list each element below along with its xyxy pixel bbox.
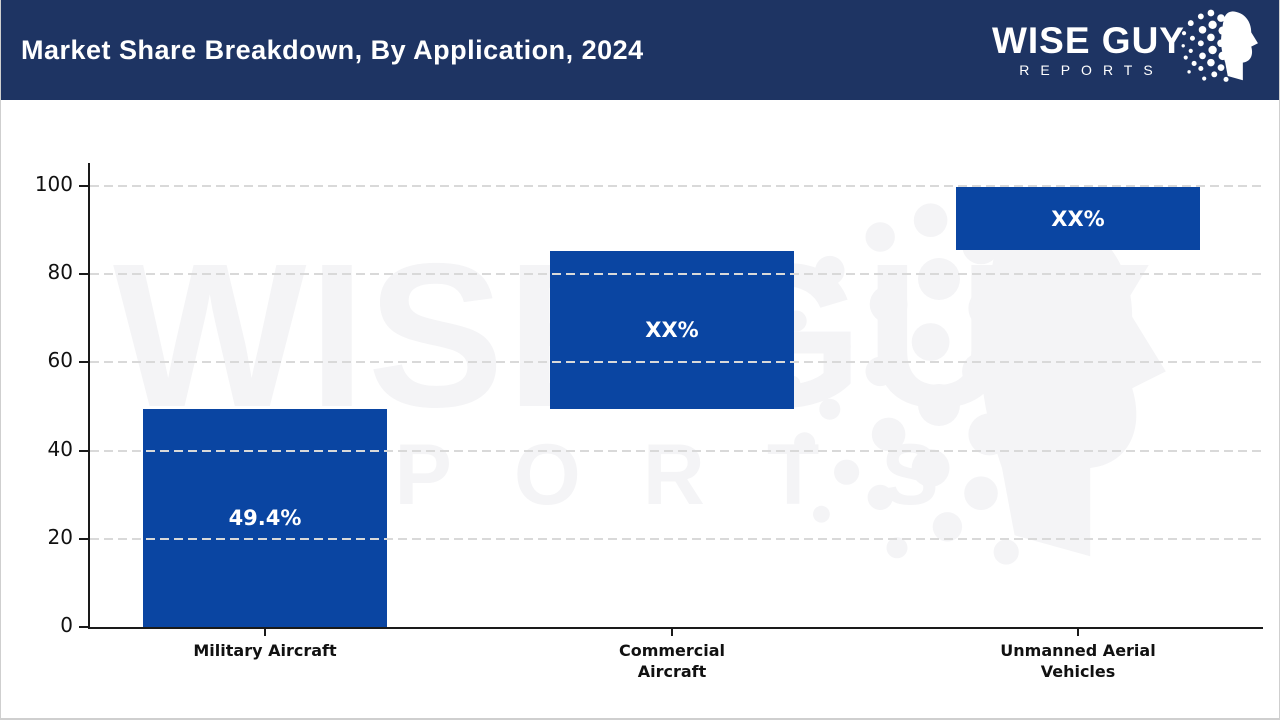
y-tick-mark bbox=[79, 537, 88, 540]
gridline bbox=[90, 537, 1263, 540]
bar-commercial-aircraft: XX% bbox=[550, 251, 794, 410]
logo-subtext: REPORTS bbox=[1019, 62, 1164, 79]
x-tick-mark bbox=[671, 629, 673, 636]
bar-unmanned-aerial-vehicles: XX% bbox=[956, 187, 1200, 251]
bar-value-label: XX% bbox=[1051, 206, 1105, 231]
wiseguy-logo: WISE GUY REPORTS bbox=[992, 8, 1263, 92]
logo-wordmark: WISE GUY bbox=[991, 19, 1185, 61]
y-tick-label: 0 bbox=[60, 613, 73, 637]
header-bar: Market Share Breakdown, By Application, … bbox=[1, 0, 1279, 100]
logo-wordmark-block: WISE GUY REPORTS bbox=[991, 19, 1185, 79]
gridline bbox=[90, 185, 1263, 187]
x-tick-mark bbox=[264, 629, 266, 636]
y-tick-mark bbox=[79, 361, 88, 364]
y-tick-label: 40 bbox=[47, 436, 73, 461]
x-tick-mark bbox=[1077, 629, 1079, 636]
x-category-label-unmanned-aerial-vehicles: Unmanned Aerial Vehicles bbox=[1000, 641, 1156, 681]
bar-value-label: 49.4% bbox=[228, 506, 302, 531]
y-tick-mark bbox=[79, 185, 88, 187]
gridline bbox=[90, 273, 1263, 276]
x-category-label-military-aircraft: Military Aircraft bbox=[193, 641, 337, 660]
bar-military-aircraft: 49.4% bbox=[143, 409, 387, 627]
dotted-head-icon bbox=[1179, 8, 1263, 92]
y-tick-label: 60 bbox=[47, 348, 73, 373]
chart-title: Market Share Breakdown, By Application, … bbox=[21, 34, 644, 65]
y-tick-mark bbox=[79, 273, 88, 276]
y-axis-line bbox=[88, 163, 90, 629]
bar-value-label: XX% bbox=[645, 318, 699, 343]
y-tick-label: 20 bbox=[47, 524, 73, 549]
gridline bbox=[90, 361, 1263, 364]
x-axis-line bbox=[88, 627, 1263, 629]
x-category-label-commercial-aircraft: Commercial Aircraft bbox=[618, 641, 726, 681]
y-tick-mark bbox=[79, 449, 88, 452]
y-tick-mark bbox=[79, 626, 88, 628]
y-tick-label: 100 bbox=[34, 172, 73, 196]
y-tick-label: 80 bbox=[47, 260, 73, 285]
gridline bbox=[90, 449, 1263, 452]
